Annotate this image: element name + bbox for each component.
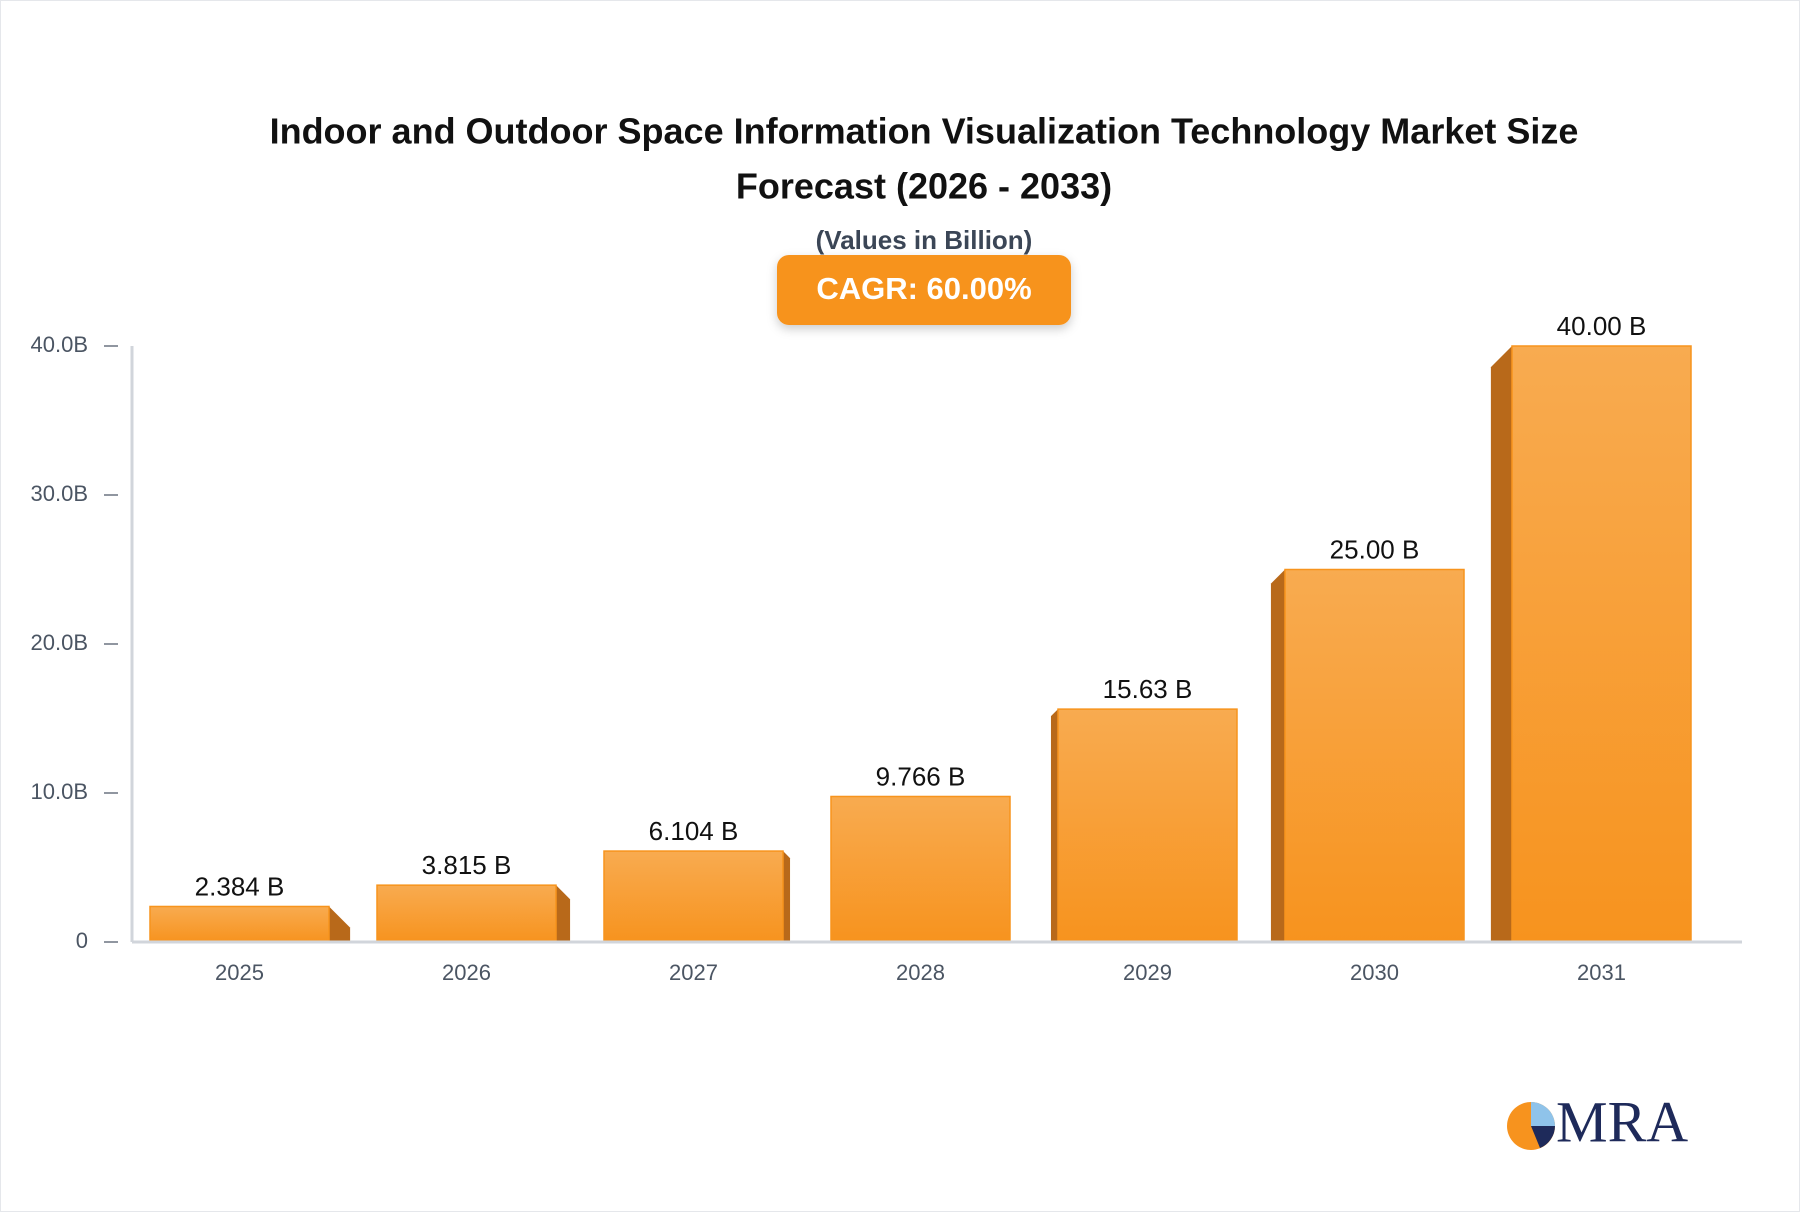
value-label: 6.104 B: [649, 816, 739, 846]
logo-icon: [1531, 1102, 1555, 1126]
value-label: 3.815 B: [422, 850, 512, 880]
x-tick-label: 2027: [669, 960, 718, 985]
y-tick-label: 0: [76, 928, 88, 953]
bar-side: [1050, 709, 1058, 942]
cagr-label: CAGR: 60.00%: [816, 271, 1031, 306]
logo-text: MRA: [1556, 1089, 1688, 1154]
logo: MRA: [1507, 1089, 1688, 1154]
bar-side: [1490, 346, 1512, 942]
x-tick-label: 2026: [442, 960, 491, 985]
y-tick-label: 30.0B: [31, 481, 89, 506]
x-tick-label: 2028: [896, 960, 945, 985]
value-label: 2.384 B: [195, 871, 285, 901]
y-tick-label: 40.0B: [31, 332, 89, 357]
chart-subtitle: (Values in Billion): [816, 225, 1033, 255]
bar: [149, 905, 330, 943]
cagr-badge: [777, 255, 1071, 325]
y-tick-label: 20.0B: [31, 630, 89, 655]
bar: [1511, 345, 1692, 943]
x-tick-label: 2029: [1123, 960, 1172, 985]
bar-side: [556, 885, 571, 942]
y-tick-label: 10.0B: [31, 779, 89, 804]
bar-side: [783, 851, 791, 942]
bar: [1284, 568, 1465, 943]
logo-icon: [1531, 1126, 1555, 1148]
value-label: 9.766 B: [876, 761, 966, 791]
x-tick-label: 2030: [1350, 960, 1399, 985]
bar: [376, 884, 557, 943]
chart-title: Forecast (2026 - 2033): [736, 166, 1112, 207]
bar-side: [1270, 569, 1285, 942]
value-label: 40.00 B: [1557, 311, 1647, 341]
bar-side: [329, 906, 351, 942]
value-label: 25.00 B: [1330, 534, 1420, 564]
bar: [830, 795, 1011, 943]
bar: [1057, 708, 1238, 943]
x-tick-label: 2031: [1577, 960, 1626, 985]
value-label: 15.63 B: [1103, 674, 1193, 704]
bar: [603, 850, 784, 943]
chart-title: Indoor and Outdoor Space Information Vis…: [270, 111, 1579, 152]
x-tick-label: 2025: [215, 960, 264, 985]
